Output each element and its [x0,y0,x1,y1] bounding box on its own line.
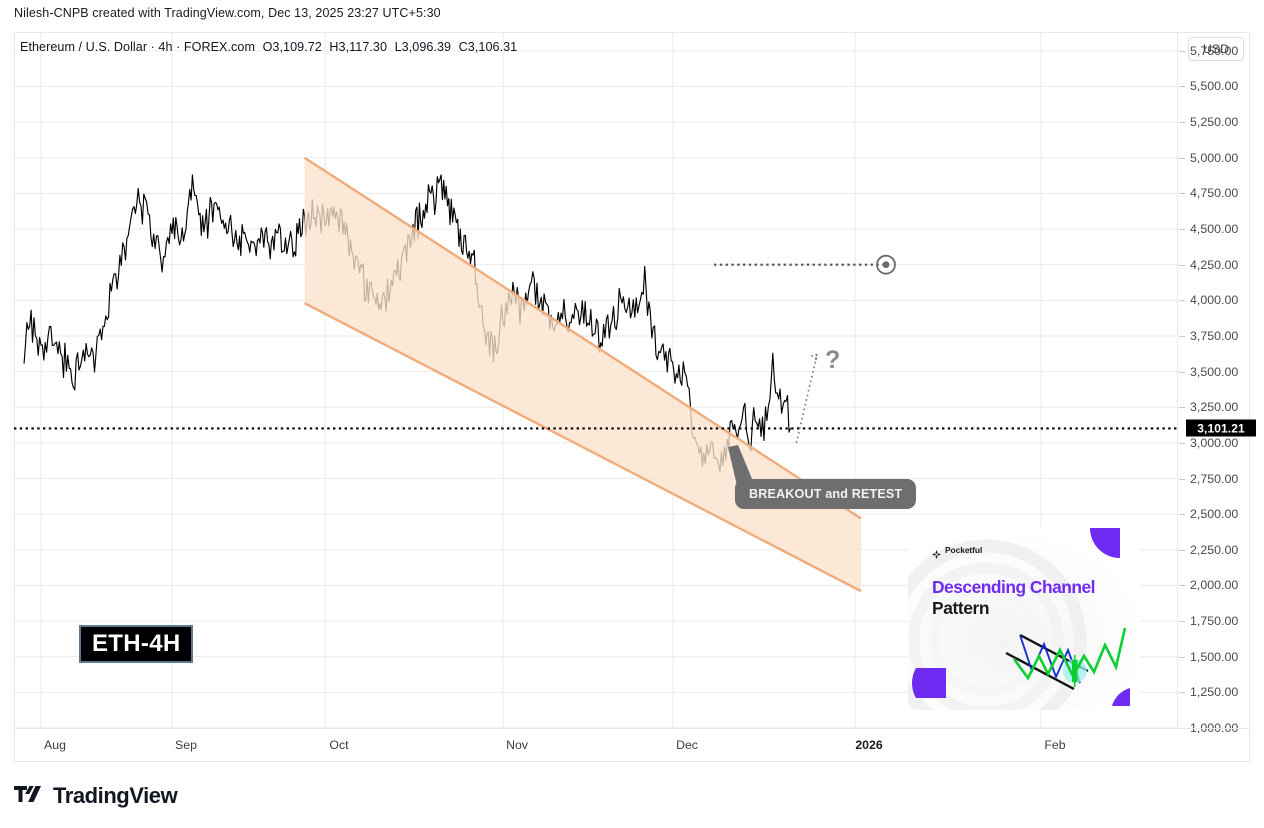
time-tick: Oct [329,738,349,752]
price-tick-label: 1,500.00 [1190,649,1239,664]
tradingview-wordmark: TradingView [53,783,178,808]
price-tick-label: 3,000.00 [1190,435,1239,450]
pocketful-brand: Pocketful [932,545,983,559]
chart-legend[interactable]: Ethereum / U.S. Dollar · 4h · FOREX.com … [20,40,517,54]
price-tick-label: 2,250.00 [1190,542,1239,557]
price-tick-label: 2,750.00 [1190,471,1239,486]
breakout-retest-callout[interactable]: BREAKOUT and RETEST [735,479,917,509]
mini-pattern-illustration [1005,627,1127,691]
price-tick: 3,500.00 [1178,365,1251,379]
pocketful-panel-graphics [908,528,1140,710]
price-tick: 2,500.00 [1178,507,1251,521]
time-tick: Aug [44,738,66,752]
price-tick: 1,500.00 [1178,650,1251,664]
price-tick-dash [1179,229,1185,231]
price-tick-dash [1179,86,1185,88]
price-tick: 4,000.00 [1178,293,1251,307]
pocketful-wordmark: Pocketful [945,545,983,555]
price-tick-label: 5,250.00 [1190,115,1239,130]
chart-overlays [14,156,1177,593]
purple-wedge-bottomleft [911,668,946,698]
price-tick-dash [1179,193,1185,195]
last-price-badge: 3,101.21 [1186,419,1256,437]
price-tick-label: 4,250.00 [1190,257,1239,272]
price-tick-dash [1179,514,1185,516]
price-tick-dash [1179,656,1185,658]
price-tick-label: 4,500.00 [1190,222,1239,237]
price-tick-dash [1179,478,1185,480]
price-tick-label: 5,000.00 [1190,150,1239,165]
price-tick-dash [1179,371,1185,373]
price-tick: 1,250.00 [1178,685,1251,699]
price-tick-label: 3,250.00 [1190,400,1239,415]
price-tick: 4,250.00 [1178,258,1251,272]
purple-wedge-topright [1090,528,1120,558]
price-tick: 5,750.00 [1178,44,1251,58]
price-tick-dash [1179,585,1185,587]
price-tick-label: 1,750.00 [1190,614,1239,629]
price-tick-dash [1179,264,1185,266]
price-tick-dash [1179,157,1185,159]
time-tick: Sep [175,738,197,752]
price-tick-label: 4,000.00 [1190,293,1239,308]
price-tick-dash [1179,442,1185,444]
panel-title-line1: Descending Channel [932,577,1096,597]
price-tick: 2,000.00 [1178,578,1251,592]
legend-open: O3,109.72 [262,40,322,54]
price-tick-dash [1179,335,1185,337]
price-tick: 2,750.00 [1178,472,1251,486]
time-tick: Feb [1044,738,1066,752]
price-tick: 5,500.00 [1178,79,1251,93]
tradingview-logo-icon [14,784,44,809]
time-axis[interactable]: Aug Sep Oct Nov Dec 2026 Feb [14,728,1250,762]
price-tick-dash [1179,621,1185,623]
price-tick: 4,500.00 [1178,222,1251,236]
price-axis[interactable]: USD 5,750.00 5,500.00 5,250.00 5,000.00 4,75… [1177,33,1256,735]
price-tick-label: 5,750.00 [1190,43,1239,58]
legend-close: C3,106.31 [458,40,518,54]
price-tick-dash [1179,300,1185,302]
price-tick-label: 4,750.00 [1190,186,1239,201]
attribution-text: Nilesh-CNPB created with TradingView.com… [14,6,441,20]
price-tick: 3,750.00 [1178,329,1251,343]
price-tick: 4,750.00 [1178,186,1251,200]
question-mark-annotation[interactable]: ? [825,346,841,374]
price-tick: 5,000.00 [1178,151,1251,165]
chart-plot-area[interactable] [14,33,1177,728]
price-tick-label: 2,000.00 [1190,578,1239,593]
price-tick-dash [1179,122,1185,124]
price-tick: 1,750.00 [1178,614,1251,628]
time-tick: Nov [506,738,528,752]
price-tick: 3,250.00 [1178,400,1251,414]
time-tick: 2026 [855,738,883,752]
price-tick: 3,000.00 [1178,436,1251,450]
currency-badge[interactable]: USD [1188,37,1244,61]
price-tick-dash [1179,549,1185,551]
symbol-watermark-label[interactable]: ETH-4H [79,625,194,664]
price-tick: 2,250.00 [1178,543,1251,557]
legend-high: H3,117.30 [329,40,388,54]
time-tick: Dec [676,738,698,752]
price-tick-dash [1179,692,1185,694]
price-tick-dash [1179,50,1185,52]
legend-low: L3,096.39 [394,40,452,54]
price-tick: 5,250.00 [1178,115,1251,129]
price-tick-label: 3,750.00 [1190,328,1239,343]
legend-symbol: Ethereum / U.S. Dollar · 4h · FOREX.com [20,40,255,54]
purple-wedge-bottomright [1112,688,1130,706]
price-tick-label: 1,250.00 [1190,685,1239,700]
price-tick-label: 3,500.00 [1190,364,1239,379]
tradingview-footer[interactable]: TradingView [14,783,178,809]
price-tick-label: 2,500.00 [1190,507,1239,522]
price-tick-label: 5,500.00 [1190,79,1239,94]
pocketful-watermark-panel: Pocketful Descending Channel Pattern [908,528,1140,710]
panel-title-line2: Pattern [932,598,990,618]
price-tick-dash [1179,407,1185,409]
pocketful-logo-icon [932,546,941,559]
